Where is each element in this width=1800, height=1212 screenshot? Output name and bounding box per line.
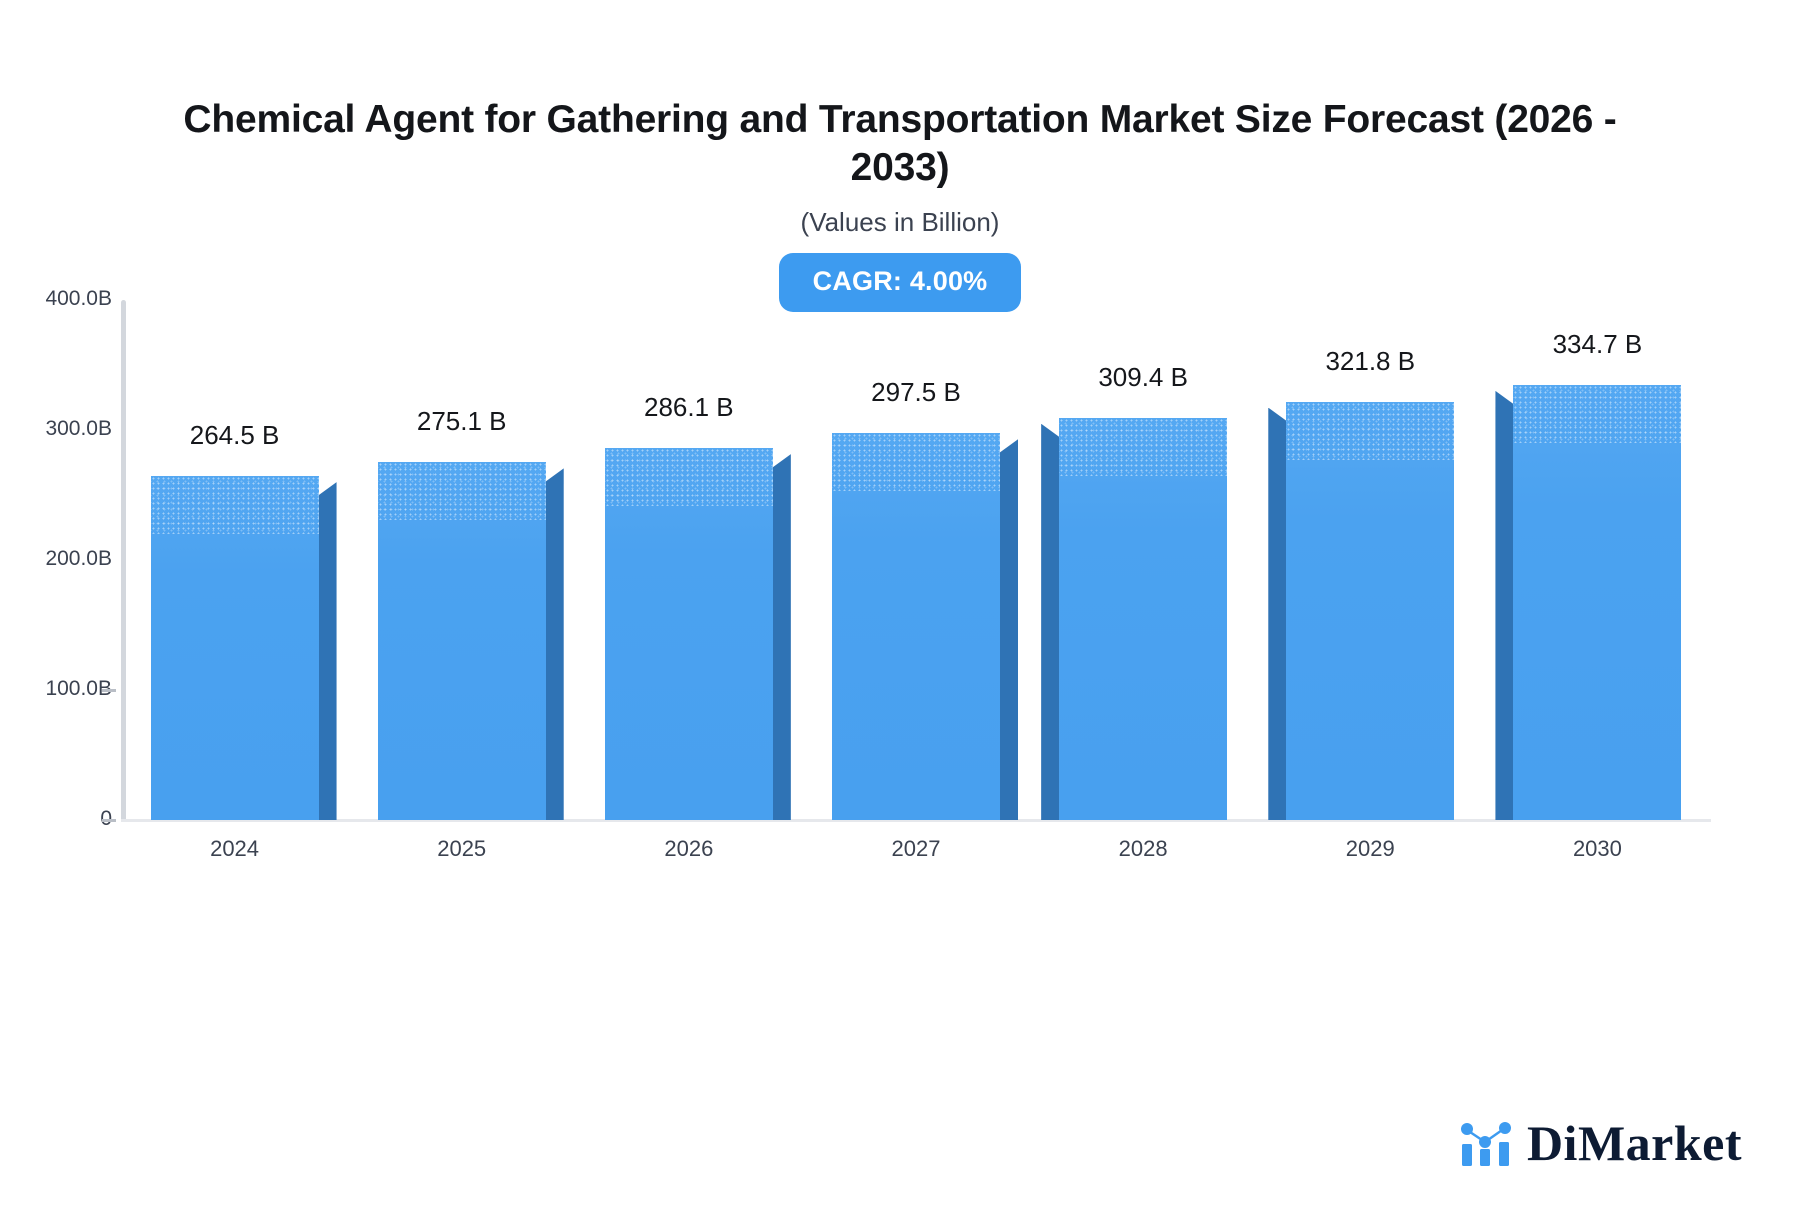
bar-side-face [996, 439, 1018, 820]
chart-subtitle: (Values in Billion) [800, 207, 1000, 238]
logo-text: DiMarket [1526, 1115, 1742, 1171]
y-axis-tick-label: 400.0B [45, 287, 112, 310]
x-axis-label-2028: 2028 [1118, 836, 1168, 861]
bar-front-face [1059, 417, 1228, 820]
x-axis-label-2029: 2029 [1345, 836, 1395, 861]
y-axis-tick-mark [102, 689, 116, 692]
dimarket-logo: DiMarket [1459, 1118, 1742, 1168]
bar-side-face [1495, 390, 1518, 820]
y-axis-tick-label: 100.0B [45, 677, 112, 700]
bar-front-face [1286, 401, 1455, 820]
bar-value-label: 321.8 B [1325, 345, 1416, 376]
bar-2026[interactable] [604, 448, 791, 820]
bar-front-face [150, 476, 319, 820]
y-axis-tick-label: 0 [12, 807, 112, 831]
bar-2027[interactable] [832, 433, 1018, 820]
bar-2024[interactable] [150, 476, 337, 820]
cagr-badge: CAGR: 4.00% [778, 253, 1022, 312]
x-axis-line [121, 819, 1711, 822]
bar-side-face [1041, 423, 1064, 820]
bar-value-label: 309.4 B [1098, 361, 1188, 392]
x-axis-label-2025: 2025 [437, 836, 487, 861]
chart-title: Chemical Agent for Gathering and Transpo… [183, 98, 1617, 189]
bar-side-face [1268, 407, 1291, 820]
y-axis-tick-mark [102, 819, 116, 822]
x-axis-label-2026: 2026 [664, 836, 714, 861]
bar-value-label: 297.5 B [871, 377, 961, 408]
x-axis-label-2027: 2027 [891, 836, 941, 861]
bar-value-label: 275.1 B [416, 406, 507, 437]
bar-side-face [314, 482, 337, 820]
bar-2029[interactable] [1268, 401, 1455, 820]
y-axis-line [121, 300, 126, 822]
y-axis-tick-label: 300.0B [45, 417, 112, 440]
cagr-badge-wrapper: CAGR: 4.00% [0, 253, 1800, 312]
bar-value-label: 334.7 B [1552, 328, 1643, 359]
bars-layer [121, 300, 1711, 820]
bar-side-face [541, 468, 564, 820]
bar-value-label: 286.1 B [644, 392, 734, 423]
bar-line-chart-icon [1459, 1118, 1513, 1168]
bar-front-face [377, 462, 546, 820]
bar-front-face [1513, 384, 1682, 820]
bar-front-face [604, 448, 773, 820]
x-axis-label-2024: 2024 [210, 836, 260, 861]
bar-value-label: 264.5 B [189, 420, 280, 451]
bar-front-face [832, 433, 1000, 820]
title-block: Chemical Agent for Gathering and Transpo… [150, 96, 1650, 238]
bar-side-face [768, 454, 791, 820]
bar-2030[interactable] [1495, 384, 1682, 820]
bar-2028[interactable] [1041, 417, 1228, 820]
bar-2025[interactable] [377, 462, 564, 820]
x-axis-label-2030: 2030 [1572, 836, 1622, 861]
y-axis-tick-label: 200.0B [45, 547, 112, 570]
